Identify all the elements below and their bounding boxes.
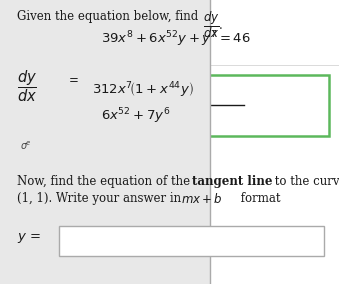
Text: $312x^7\!\left(1 + x^{44}y\right)$: $312x^7\!\left(1 + x^{44}y\right)$ [92,80,193,100]
Text: $y\, =$: $y\, =$ [17,231,41,245]
Text: $6x^{52} + 7y^6$: $6x^{52} + 7y^6$ [101,106,170,126]
Text: $\dfrac{dy}{dx}$.: $\dfrac{dy}{dx}$. [203,9,224,40]
Text: Given the equation below, find: Given the equation below, find [17,10,198,23]
FancyBboxPatch shape [0,0,210,284]
Text: to the curve at: to the curve at [271,175,339,188]
Text: format: format [237,192,281,205]
Text: $39x^8 + 6x^{52}y + y^7 = 46$: $39x^8 + 6x^{52}y + y^7 = 46$ [101,30,251,49]
FancyBboxPatch shape [59,226,324,256]
Text: $\sigma^{\!\mathit{e}}$: $\sigma^{\!\mathit{e}}$ [20,139,31,152]
Text: tangent line: tangent line [192,175,272,188]
Text: $=$: $=$ [66,72,79,85]
Text: $\dfrac{dy}{dx}$: $\dfrac{dy}{dx}$ [17,68,37,104]
Text: Now, find the equation of the: Now, find the equation of the [17,175,194,188]
FancyBboxPatch shape [10,75,329,136]
Text: (1, 1). Write your answer in: (1, 1). Write your answer in [17,192,185,205]
Text: $-$: $-$ [22,81,34,94]
Text: $mx + b$: $mx + b$ [181,192,223,206]
